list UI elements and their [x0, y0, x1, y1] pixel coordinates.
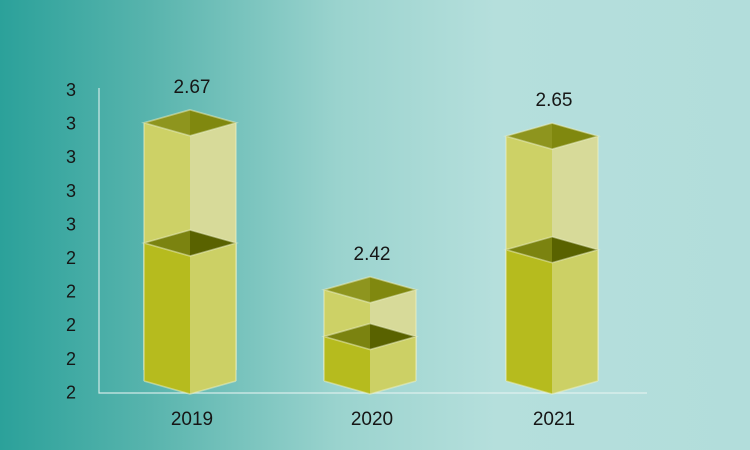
category-label-2021: 2021 [533, 409, 575, 430]
bar-2020-back-column-top-face-right [370, 276, 416, 303]
y-axis-tick-label: 2 [66, 248, 76, 268]
bar-2019 [141, 108, 239, 395]
bar-2019-back-column-top-face-right [190, 109, 236, 136]
y-axis-tick-label: 2 [66, 349, 76, 369]
y-axis-tick-label: 2 [66, 282, 76, 302]
bar-2020-front-column-top-face-left [324, 323, 370, 350]
bars-layer [141, 108, 601, 395]
bar-2020-front-column-edge-highlight [321, 322, 419, 395]
bar-2019-front-column-left-face [144, 243, 190, 394]
axis-lines [98, 88, 647, 394]
bar-2020-front-column-left-face [324, 336, 370, 394]
labels-layer: 3 3 3 3 3 2 2 2 2 2 2.67 2019 2.42 2020 2.65 2021 [66, 77, 575, 430]
y-axis-tick-label: 3 [66, 114, 76, 134]
bar-2019-front-column-top-face-right [190, 230, 236, 257]
bar-2019-back-column-top-face-left [144, 109, 190, 136]
bar-2020-back-column-top-face-left [324, 276, 370, 303]
value-label-2021: 2.65 [536, 90, 573, 111]
axis-layer [98, 88, 647, 394]
y-axis-tick-label: 3 [66, 80, 76, 100]
category-label-2019: 2019 [171, 409, 213, 430]
y-axis-tick-label: 3 [66, 214, 76, 234]
bar-2020 [321, 275, 419, 395]
value-label-2019: 2.67 [174, 77, 211, 98]
bar-2021-back-column-top-face-right [552, 123, 598, 150]
y-axis-tick-label: 3 [66, 181, 76, 201]
bar-2019-front-column-edge-highlight [141, 229, 239, 395]
y-axis-tick-label: 2 [66, 315, 76, 335]
value-label-2020: 2.42 [354, 244, 391, 265]
category-label-2020: 2020 [351, 409, 393, 430]
bar-2021-back-column-top-face-left [506, 123, 552, 150]
bar-2021-front-column-top-face-right [552, 236, 598, 263]
y-axis-tick-label: 3 [66, 147, 76, 167]
bar-2021-front-column-top-face-left [506, 236, 552, 263]
bar-2021 [503, 122, 601, 395]
bar-2021-front-column-edge-highlight [503, 235, 601, 395]
bar-2019-front-column-top-face-left [144, 230, 190, 257]
y-axis-tick-label: 2 [66, 382, 76, 402]
bar-2019-front-column-right-face [190, 243, 236, 394]
bar-2021-front-column-left-face [506, 249, 552, 394]
bar-2020-front-column-top-face-right [370, 323, 416, 350]
bar-2021-front-column-right-face [552, 249, 598, 394]
bar-2020-front-column-right-face [370, 336, 416, 394]
